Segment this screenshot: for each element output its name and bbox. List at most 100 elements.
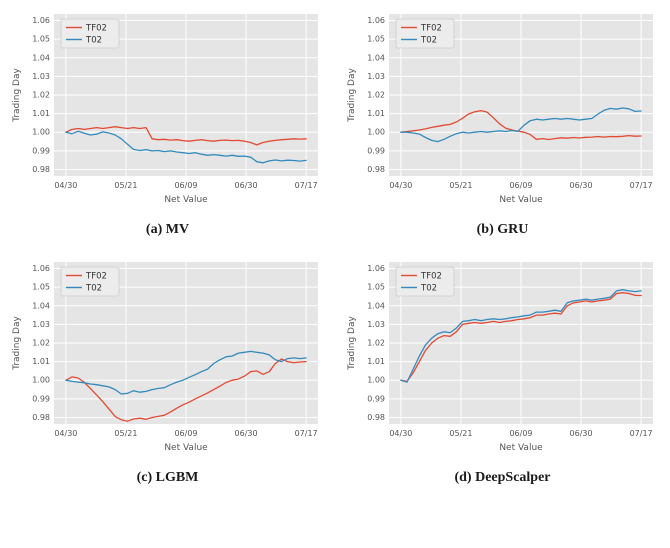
y-tick-label: 1.04 [367, 53, 385, 62]
y-tick-label: 1.03 [367, 72, 385, 81]
y-tick-label: 1.04 [32, 301, 50, 310]
series-line-tf02 [399, 292, 642, 383]
legend-label-tf02: TF02 [85, 272, 107, 282]
y-tick-label: 1.01 [32, 109, 50, 118]
series-line-tf02 [64, 358, 307, 422]
y-axis-label: Trading Day [347, 68, 357, 123]
y-axis-label: Trading Day [12, 316, 22, 371]
y-tick-label: 1.01 [32, 357, 50, 366]
y-tick-label: 1.02 [32, 339, 50, 348]
y-tick-label: 0.99 [367, 394, 385, 403]
y-tick-label: 1.00 [367, 128, 385, 137]
x-tick-label: 07/17 [629, 429, 652, 438]
chart-caption: (b) GRU [476, 222, 529, 237]
x-tick-label: 07/17 [629, 181, 652, 190]
x-axis-label: Net Value [164, 195, 208, 205]
x-tick-label: 06/09 [509, 429, 532, 438]
x-tick-label: 06/09 [509, 181, 532, 190]
y-tick-label: 1.00 [32, 376, 50, 385]
y-tick-label: 1.03 [367, 320, 385, 329]
chart-caption: (d) DeepScalper [454, 470, 551, 485]
chart-svg: 0.98 0.99 1.00 1.01 1.02 1.03 1.04 1.05 1.06 04/3… [347, 262, 653, 453]
chart-caption: (a) MV [145, 222, 190, 237]
x-tick-label: 04/30 [54, 181, 77, 190]
y-axis-label: Trading Day [347, 316, 357, 371]
x-axis-label: Net Value [164, 443, 208, 453]
chart-canvas-gru: 0.98 0.99 1.00 1.01 1.02 1.03 1.04 1.05 1.06 04/3… [343, 6, 663, 218]
chart-canvas-lgbm: 0.98 0.99 1.00 1.01 1.02 1.03 1.04 1.05 1.06 04/3… [8, 254, 328, 466]
x-axis-label: Net Value [499, 443, 543, 453]
y-tick-label: 0.98 [32, 413, 50, 422]
legend-box [60, 18, 119, 49]
y-tick-label: 1.06 [367, 16, 385, 25]
y-tick-label: 0.99 [367, 146, 385, 155]
chart-mv: 0.98 0.99 1.00 1.01 1.02 1.03 1.04 1.05 1.06 04/3… [6, 6, 329, 238]
legend-label-t02: T02 [420, 284, 437, 294]
series-line-tf02 [399, 109, 642, 141]
chart-lgbm: 0.98 0.99 1.00 1.01 1.02 1.03 1.04 1.05 1.06 04/3… [6, 254, 329, 486]
x-tick-label: 05/21 [114, 181, 137, 190]
chart-deepscalper: 0.98 0.99 1.00 1.01 1.02 1.03 1.04 1.05 1.06 04/3… [341, 254, 664, 486]
series-line-t02 [399, 289, 642, 383]
chart-gru: 0.98 0.99 1.00 1.01 1.02 1.03 1.04 1.05 1.06 04/3… [341, 6, 664, 238]
x-tick-label: 05/21 [449, 429, 472, 438]
y-tick-label: 0.98 [367, 165, 385, 174]
y-tick-label: 1.06 [367, 264, 385, 273]
x-axis-label: Net Value [499, 195, 543, 205]
y-tick-label: 1.00 [32, 128, 50, 137]
chart-svg: 0.98 0.99 1.00 1.01 1.02 1.03 1.04 1.05 1.06 04/3… [12, 262, 318, 453]
x-tick-label: 04/30 [389, 429, 412, 438]
x-tick-label: 06/30 [234, 429, 257, 438]
y-tick-label: 0.98 [367, 413, 385, 422]
x-tick-label: 05/21 [114, 429, 137, 438]
x-tick-label: 06/30 [569, 429, 592, 438]
y-tick-label: 1.01 [367, 109, 385, 118]
chart-svg: 0.98 0.99 1.00 1.01 1.02 1.03 1.04 1.05 1.06 04/3… [12, 14, 318, 205]
y-tick-label: 1.03 [32, 72, 50, 81]
x-tick-label: 04/30 [54, 429, 77, 438]
x-tick-label: 06/30 [234, 181, 257, 190]
y-tick-label: 1.06 [32, 16, 50, 25]
legend-box [395, 266, 454, 297]
x-tick-label: 05/21 [449, 181, 472, 190]
y-tick-label: 1.02 [32, 91, 50, 100]
x-tick-label: 04/30 [389, 181, 412, 190]
y-tick-label: 1.05 [367, 35, 385, 44]
legend-label-tf02: TF02 [85, 24, 107, 34]
chart-grid: 0.98 0.99 1.00 1.01 1.02 1.03 1.04 1.05 1.06 04/3… [6, 6, 664, 486]
chart-canvas-mv: 0.98 0.99 1.00 1.01 1.02 1.03 1.04 1.05 1.06 04/3… [8, 6, 328, 218]
series-line-t02 [64, 130, 307, 164]
y-tick-label: 1.00 [367, 376, 385, 385]
series-line-t02 [64, 350, 307, 395]
legend-label-tf02: TF02 [420, 272, 442, 282]
legend-box [60, 266, 119, 297]
y-tick-label: 1.04 [367, 301, 385, 310]
chart-svg: 0.98 0.99 1.00 1.01 1.02 1.03 1.04 1.05 1.06 04/3… [347, 14, 653, 205]
y-tick-label: 1.05 [32, 35, 50, 44]
y-tick-label: 1.05 [367, 283, 385, 292]
y-tick-label: 1.06 [32, 264, 50, 273]
y-tick-label: 0.99 [32, 146, 50, 155]
x-tick-label: 06/30 [569, 181, 592, 190]
y-tick-label: 1.05 [32, 283, 50, 292]
x-tick-label: 07/17 [294, 181, 317, 190]
legend-label-t02: T02 [420, 36, 437, 46]
y-axis-label: Trading Day [12, 68, 22, 123]
chart-caption: (c) LGBM [136, 470, 199, 485]
legend-label-t02: T02 [85, 284, 102, 294]
y-tick-label: 0.98 [32, 165, 50, 174]
legend-label-t02: T02 [85, 36, 102, 46]
y-tick-label: 1.02 [367, 91, 385, 100]
series-line-tf02 [64, 126, 307, 146]
legend-box [395, 18, 454, 49]
y-tick-label: 0.99 [32, 394, 50, 403]
y-tick-label: 1.04 [32, 53, 50, 62]
x-tick-label: 06/09 [174, 181, 197, 190]
y-tick-label: 1.01 [367, 357, 385, 366]
x-tick-label: 06/09 [174, 429, 197, 438]
y-tick-label: 1.02 [367, 339, 385, 348]
legend-label-tf02: TF02 [420, 24, 442, 34]
y-tick-label: 1.03 [32, 320, 50, 329]
chart-canvas-deepscalper: 0.98 0.99 1.00 1.01 1.02 1.03 1.04 1.05 1.06 04/3… [343, 254, 663, 466]
